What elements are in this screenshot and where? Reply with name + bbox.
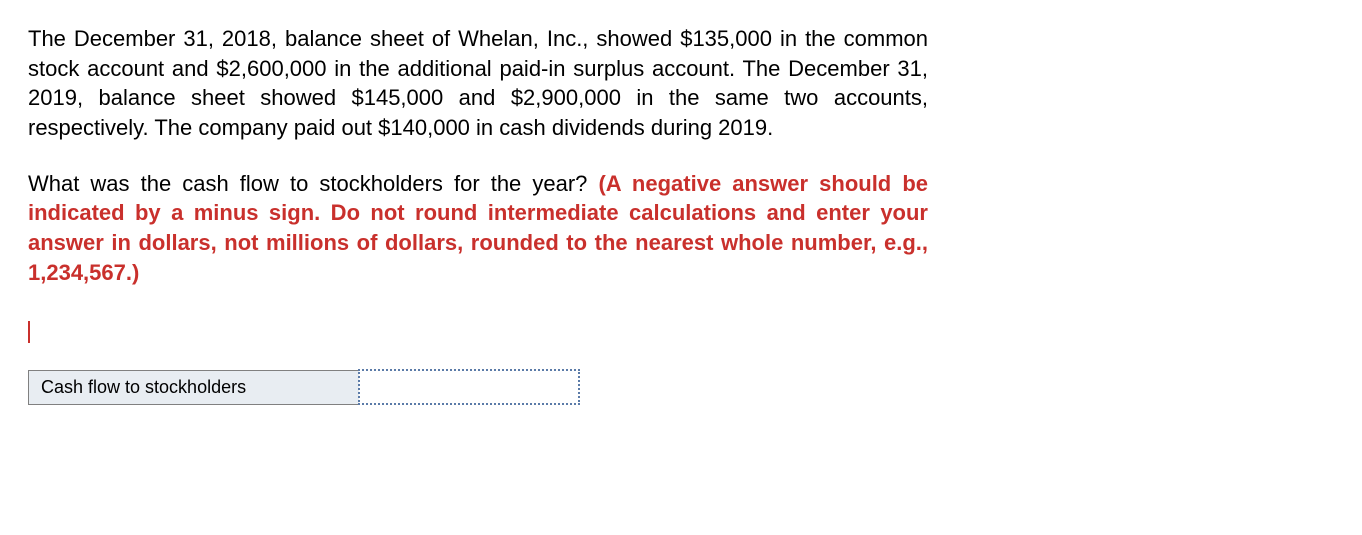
answer-table: Cash flow to stockholders [28,369,580,405]
answer-input-cell [359,370,579,404]
answer-label-cell: Cash flow to stockholders [29,370,359,404]
cash-flow-input[interactable] [360,371,578,403]
text-cursor [28,314,928,344]
question-block: The December 31, 2018, balance sheet of … [28,24,928,343]
question-paragraph-2: What was the cash flow to stockholders f… [28,169,928,288]
question-lead-text: What was the cash flow to stockholders f… [28,171,598,196]
question-paragraph-1: The December 31, 2018, balance sheet of … [28,24,928,143]
table-row: Cash flow to stockholders [29,370,579,404]
